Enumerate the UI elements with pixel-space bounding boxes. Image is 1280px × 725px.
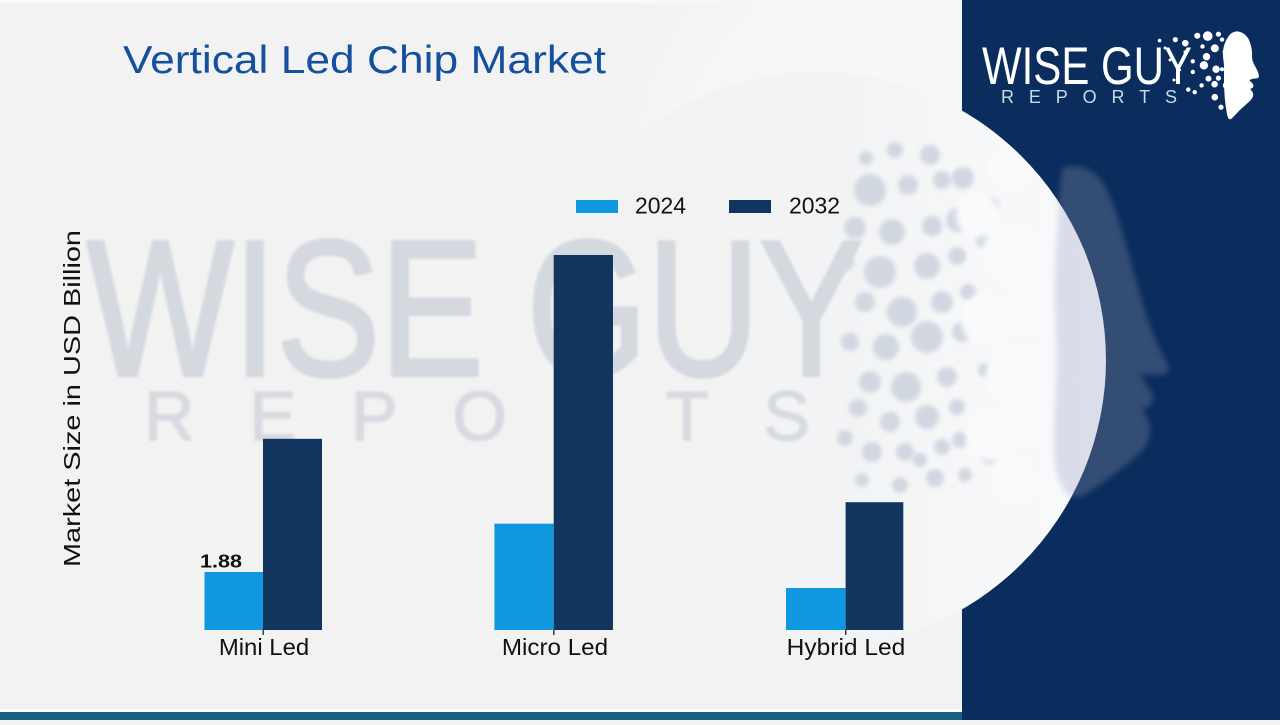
svg-text:2032: 2032: [789, 193, 840, 219]
svg-text:Micro Led: Micro Led: [502, 634, 608, 660]
svg-text:Hybrid Led: Hybrid Led: [787, 634, 906, 660]
svg-text:REPORTS: REPORTS: [144, 377, 810, 455]
svg-text:WISE GUY: WISE GUY: [87, 200, 863, 416]
svg-text:Vertical Led Chip Market: Vertical Led Chip Market: [123, 39, 606, 82]
svg-text:Mini Led: Mini Led: [219, 634, 309, 660]
svg-text:WISE GUY: WISE GUY: [982, 37, 1192, 96]
svg-text:2024: 2024: [635, 193, 686, 219]
svg-text:Market Size in USD Billion: Market Size in USD Billion: [59, 230, 85, 567]
svg-text:1.88: 1.88: [200, 551, 242, 571]
